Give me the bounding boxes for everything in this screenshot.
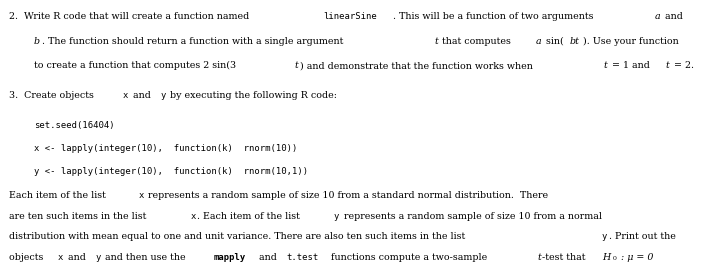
Text: to create a function that computes 2 sin(3: to create a function that computes 2 sin… xyxy=(34,61,236,70)
Text: and: and xyxy=(662,12,683,21)
Text: mapply: mapply xyxy=(214,253,247,262)
Text: y: y xyxy=(334,212,339,221)
Text: sin(: sin( xyxy=(544,37,564,46)
Text: and: and xyxy=(129,91,154,100)
Text: 3.  Create objects: 3. Create objects xyxy=(9,91,97,100)
Text: t: t xyxy=(434,37,439,46)
Text: ). Use your function: ). Use your function xyxy=(583,37,679,46)
Text: ₀: ₀ xyxy=(613,253,617,262)
Text: functions compute a two-sample: functions compute a two-sample xyxy=(328,253,490,262)
Text: bt: bt xyxy=(570,37,580,46)
Text: t: t xyxy=(537,253,541,262)
Text: x <- lapply(integer(10),  function(k)  rnorm(10)): x <- lapply(integer(10), function(k) rno… xyxy=(34,144,297,153)
Text: ) and demonstrate that the function works when: ) and demonstrate that the function work… xyxy=(300,61,536,70)
Text: and: and xyxy=(65,253,88,262)
Text: . The function should return a function with a single argument: . The function should return a function … xyxy=(42,37,346,46)
Text: x: x xyxy=(138,191,144,200)
Text: represents a random sample of size 10 from a standard normal distribution.  Ther: represents a random sample of size 10 fr… xyxy=(145,191,549,200)
Text: represents a random sample of size 10 from a normal: represents a random sample of size 10 fr… xyxy=(341,212,602,221)
Text: distribution with mean equal to one and unit variance. There are also ten such i: distribution with mean equal to one and … xyxy=(9,232,469,241)
Text: 2.  Write R code that will create a function named: 2. Write R code that will create a funct… xyxy=(9,12,252,21)
Text: . Print out the: . Print out the xyxy=(609,232,676,241)
Text: objects: objects xyxy=(9,253,47,262)
Text: = 1 and: = 1 and xyxy=(609,61,653,70)
Text: by executing the following R code:: by executing the following R code: xyxy=(168,91,337,100)
Text: H: H xyxy=(603,253,610,262)
Text: that computes: that computes xyxy=(439,37,514,46)
Text: y: y xyxy=(96,253,101,262)
Text: a: a xyxy=(536,37,541,46)
Text: t: t xyxy=(604,61,608,70)
Text: b: b xyxy=(34,37,40,46)
Text: Each item of the list: Each item of the list xyxy=(9,191,109,200)
Text: = 2.: = 2. xyxy=(671,61,694,70)
Text: and: and xyxy=(256,253,280,262)
Text: : μ = 0: : μ = 0 xyxy=(618,253,654,262)
Text: t.test: t.test xyxy=(286,253,319,262)
Text: x: x xyxy=(58,253,63,262)
Text: set.seed(16404): set.seed(16404) xyxy=(34,121,114,130)
Text: -test that: -test that xyxy=(542,253,589,262)
Text: x: x xyxy=(191,212,196,221)
Text: y: y xyxy=(602,232,608,241)
Text: are ten such items in the list: are ten such items in the list xyxy=(9,212,150,221)
Text: linearSine: linearSine xyxy=(324,12,377,21)
Text: . This will be a function of two arguments: . This will be a function of two argumen… xyxy=(393,12,596,21)
Text: y <- lapply(integer(10),  function(k)  rnorm(10,1)): y <- lapply(integer(10), function(k) rno… xyxy=(34,167,308,176)
Text: t: t xyxy=(295,61,298,70)
Text: and then use the: and then use the xyxy=(102,253,189,262)
Text: x: x xyxy=(123,91,128,100)
Text: a: a xyxy=(655,12,661,21)
Text: t: t xyxy=(666,61,669,70)
Text: y: y xyxy=(160,91,166,100)
Text: . Each item of the list: . Each item of the list xyxy=(198,212,303,221)
